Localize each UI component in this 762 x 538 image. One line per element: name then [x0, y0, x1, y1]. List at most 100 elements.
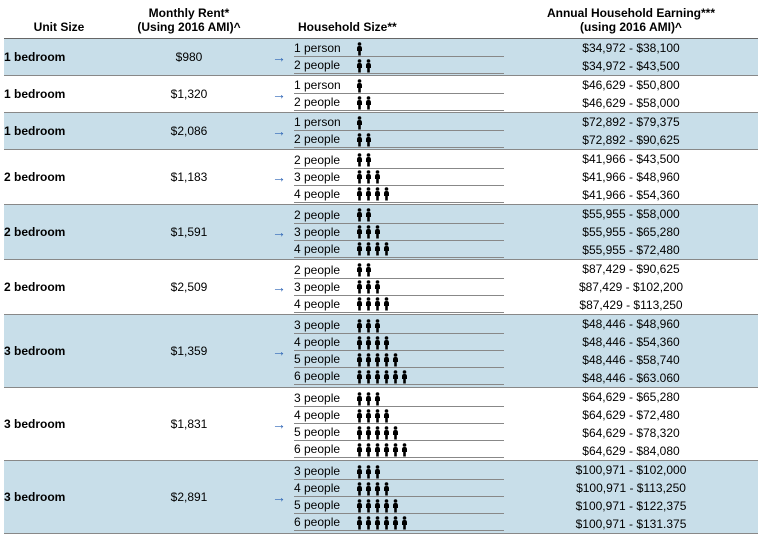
- earning-cell: $48,446 - $48,960$48,446 - $54,360$48,44…: [504, 315, 758, 388]
- earning-range: $55,955 - $58,000: [504, 205, 758, 223]
- earning-range: $41,966 - $48,960: [504, 168, 758, 186]
- household-label: 4 people: [294, 240, 356, 257]
- table-row: 3 bedroom$1,359→3 people4 people5 people…: [4, 315, 758, 388]
- person-icon: [365, 187, 372, 201]
- person-icon: [374, 353, 381, 367]
- person-icon: [365, 443, 372, 457]
- person-icon: [383, 297, 390, 311]
- household-label: 4 people: [294, 295, 356, 312]
- person-icon: [365, 353, 372, 367]
- household-icons: [356, 368, 504, 385]
- earning-range: $72,892 - $79,375: [504, 113, 758, 131]
- earning-cell: $34,972 - $38,100$34,972 - $43,500: [504, 39, 758, 76]
- person-icon: [356, 297, 363, 311]
- household-cell: 3 people4 people5 people6 people: [294, 315, 504, 388]
- arrow-icon: →: [264, 205, 294, 260]
- household-icons: [356, 317, 504, 334]
- person-icon: [374, 516, 381, 530]
- person-icon: [374, 242, 381, 256]
- person-icon: [356, 42, 363, 56]
- person-icon: [356, 482, 363, 496]
- person-icon: [356, 370, 363, 384]
- household-label: 5 people: [294, 497, 356, 514]
- unit-size: 2 bedroom: [4, 260, 114, 315]
- household-label: 1 person: [294, 77, 356, 94]
- arrow-icon: →: [264, 39, 294, 76]
- person-icon: [383, 336, 390, 350]
- earning-cell: $41,966 - $43,500$41,966 - $48,960$41,96…: [504, 150, 758, 205]
- earning-range: $100,971 - $113,250: [504, 479, 758, 497]
- person-icon: [365, 59, 372, 73]
- person-icon: [392, 353, 399, 367]
- household-label: 6 people: [294, 441, 356, 458]
- person-icon: [356, 426, 363, 440]
- person-icon: [374, 409, 381, 423]
- person-icon: [365, 482, 372, 496]
- person-icon: [383, 499, 390, 513]
- household-icons: [356, 57, 504, 74]
- earning-range: $46,629 - $58,000: [504, 94, 758, 112]
- unit-size: 2 bedroom: [4, 150, 114, 205]
- earning-range: $41,966 - $43,500: [504, 150, 758, 168]
- person-icon: [365, 263, 372, 277]
- monthly-rent: $1,831: [114, 388, 264, 461]
- household-icons: [356, 334, 504, 351]
- person-icon: [356, 242, 363, 256]
- household-label: 4 people: [294, 334, 356, 351]
- person-icon: [374, 370, 381, 384]
- unit-size: 1 bedroom: [4, 113, 114, 150]
- person-icon: [383, 353, 390, 367]
- earning-range: $48,446 - $63.060: [504, 369, 758, 387]
- header-rent-l1: Monthly Rent*: [149, 6, 230, 20]
- header-rent: Monthly Rent* (Using 2016 AMI)^: [114, 4, 264, 39]
- person-icon: [365, 96, 372, 110]
- household-icons: [356, 424, 504, 441]
- household-label: 2 people: [294, 131, 356, 148]
- person-icon: [365, 499, 372, 513]
- household-icons: [356, 152, 504, 169]
- earning-range: $55,955 - $72,480: [504, 241, 758, 259]
- person-icon: [365, 133, 372, 147]
- header-earn-l1: Annual Household Earning***: [547, 6, 715, 20]
- earning-range: $41,966 - $54,360: [504, 186, 758, 204]
- person-icon: [383, 516, 390, 530]
- table-row: 3 bedroom$1,831→3 people4 people5 people…: [4, 388, 758, 461]
- person-icon: [374, 336, 381, 350]
- monthly-rent: $1,359: [114, 315, 264, 388]
- person-icon: [365, 319, 372, 333]
- earning-range: $64,629 - $84,080: [504, 442, 758, 460]
- rent-income-table: Unit Size Monthly Rent* (Using 2016 AMI)…: [4, 4, 758, 534]
- household-label: 2 people: [294, 207, 356, 224]
- person-icon: [356, 208, 363, 222]
- household-icons: [356, 514, 504, 531]
- household-icons: [356, 223, 504, 240]
- person-icon: [365, 516, 372, 530]
- person-icon: [365, 392, 372, 406]
- monthly-rent: $980: [114, 39, 264, 76]
- earning-cell: $87,429 - $90,625$87,429 - $102,200$87,4…: [504, 260, 758, 315]
- household-icons: [356, 94, 504, 111]
- household-cell: 1 person2 people: [294, 39, 504, 76]
- household-icons: [356, 390, 504, 407]
- person-icon: [365, 225, 372, 239]
- household-label: 1 person: [294, 40, 356, 57]
- person-icon: [392, 499, 399, 513]
- person-icon: [383, 443, 390, 457]
- person-icon: [365, 170, 372, 184]
- household-label: 2 people: [294, 262, 356, 279]
- person-icon: [356, 409, 363, 423]
- earning-cell: $46,629 - $50,800$46,629 - $58,000: [504, 76, 758, 113]
- monthly-rent: $1,183: [114, 150, 264, 205]
- person-icon: [356, 336, 363, 350]
- earning-range: $34,972 - $38,100: [504, 39, 758, 57]
- header-household: Household Size**: [294, 4, 504, 39]
- earning-range: $64,629 - $65,280: [504, 388, 758, 406]
- household-label: 4 people: [294, 185, 356, 202]
- person-icon: [374, 426, 381, 440]
- arrow-icon: →: [264, 388, 294, 461]
- person-icon: [356, 499, 363, 513]
- monthly-rent: $2,086: [114, 113, 264, 150]
- household-label: 3 people: [294, 390, 356, 407]
- person-icon: [356, 170, 363, 184]
- household-icons: [356, 168, 504, 185]
